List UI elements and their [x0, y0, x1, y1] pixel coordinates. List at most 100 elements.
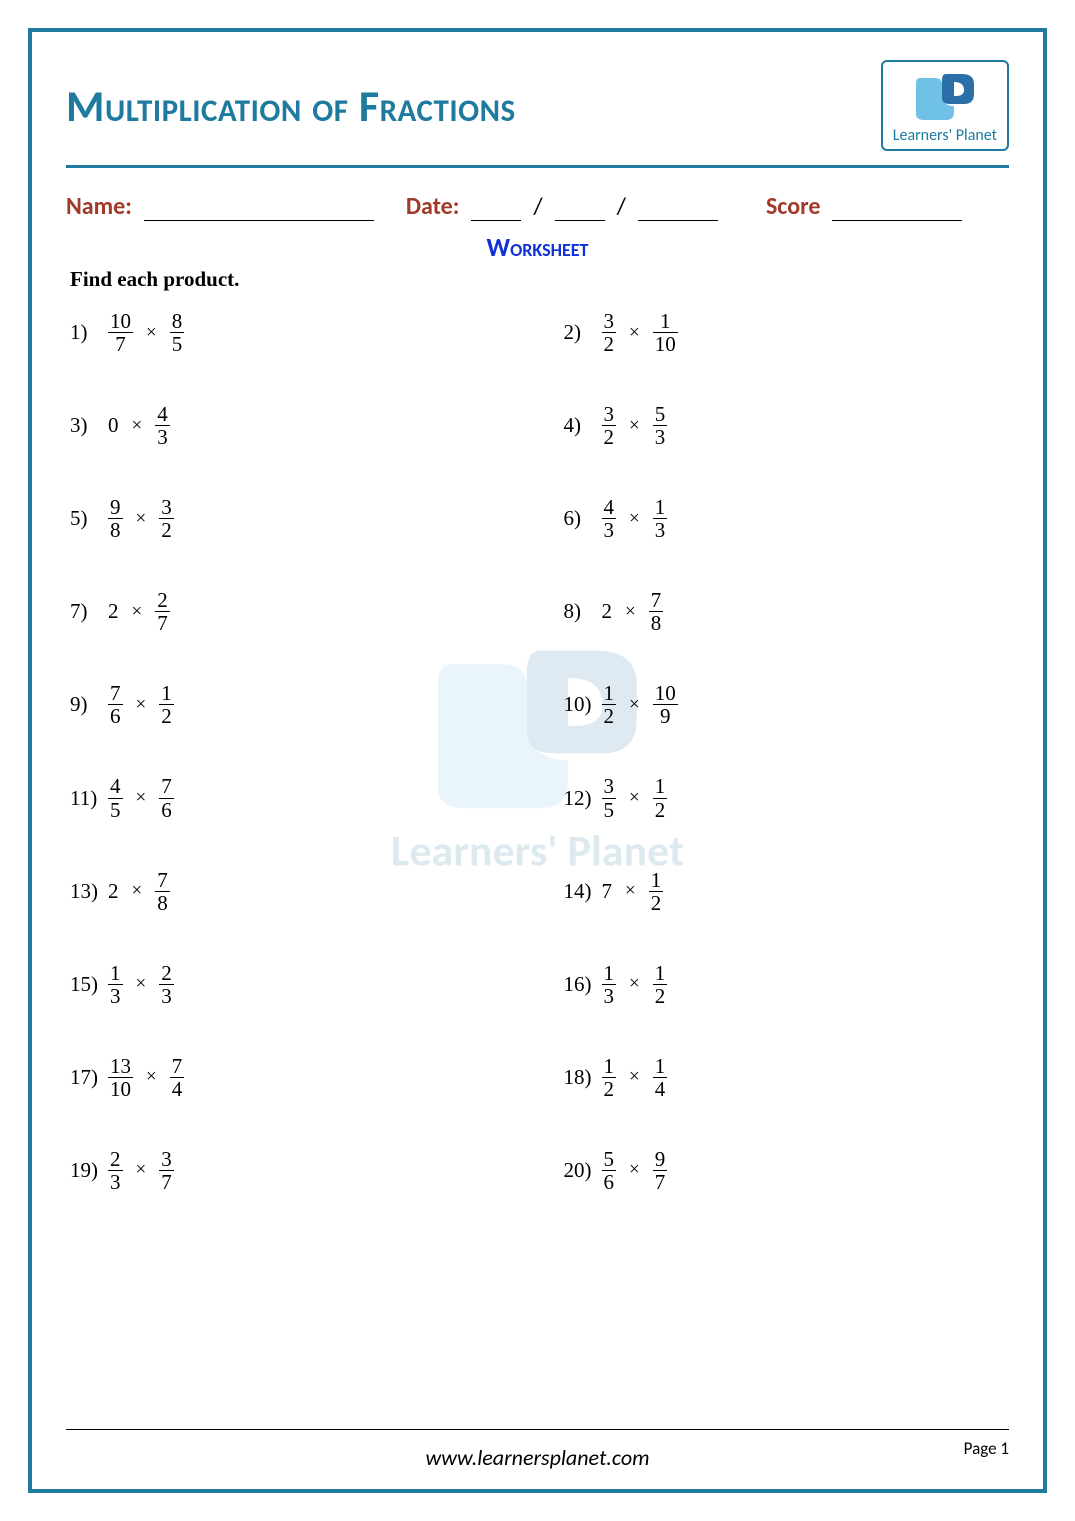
fraction: 2 3: [159, 962, 174, 1007]
date-blank-2: [555, 192, 605, 221]
denominator: 7: [159, 1171, 174, 1193]
instruction: Find each product.: [70, 267, 1009, 292]
whole-number: 2: [108, 879, 119, 904]
score-label: Score: [766, 192, 821, 221]
fraction: 1 2: [602, 1055, 617, 1100]
problem: 18) 1 2 × 1 4: [540, 1055, 1010, 1100]
problem-number: 20): [564, 1158, 592, 1183]
problem-number: 13): [70, 879, 98, 904]
problem: 15) 1 3 × 2 3: [70, 962, 540, 1007]
problem: 1) 10 7 × 8 5: [70, 310, 540, 355]
problem-number: 12): [564, 786, 592, 811]
problem-number: 10): [564, 692, 592, 717]
date-sep-1: /: [533, 192, 542, 221]
fraction: 7 8: [649, 589, 664, 634]
denominator: 9: [658, 705, 673, 727]
denominator: 3: [108, 985, 123, 1007]
numerator: 1: [602, 962, 617, 984]
problem: 9) 7 6 × 1 2: [70, 682, 540, 727]
numerator: 3: [159, 496, 174, 518]
denominator: 2: [602, 705, 617, 727]
fraction: 3 2: [602, 403, 617, 448]
times-symbol: ×: [129, 415, 146, 437]
numerator: 7: [159, 775, 174, 797]
problem-number: 18): [564, 1065, 592, 1090]
fraction: 1 3: [653, 496, 668, 541]
denominator: 7: [155, 612, 170, 634]
numerator: 4: [155, 403, 170, 425]
denominator: 8: [155, 892, 170, 914]
fraction: 1 2: [653, 962, 668, 1007]
times-symbol: ×: [622, 880, 639, 902]
numerator: 9: [653, 1148, 668, 1170]
times-symbol: ×: [133, 694, 150, 716]
whole-number: 2: [602, 599, 613, 624]
denominator: 6: [159, 799, 174, 821]
numerator: 4: [602, 496, 617, 518]
problem: 7)2× 2 7: [70, 589, 540, 634]
problem-number: 14): [564, 879, 592, 904]
problem: 8)2× 7 8: [540, 589, 1010, 634]
fraction: 4 3: [155, 403, 170, 448]
numerator: 1: [653, 1055, 668, 1077]
problem-number: 5): [70, 506, 98, 531]
fraction: 9 8: [108, 496, 123, 541]
denominator: 3: [602, 985, 617, 1007]
denominator: 4: [170, 1078, 185, 1100]
times-symbol: ×: [626, 415, 643, 437]
score-blank: [832, 192, 962, 221]
name-label: Name:: [66, 192, 132, 221]
numerator: 1: [159, 682, 174, 704]
fraction: 7 6: [159, 775, 174, 820]
numerator: 1: [108, 962, 123, 984]
problems-wrapper: Learners' Planet 1) 10 7 × 8 5 2) 3 2 × …: [66, 310, 1009, 1193]
fraction: 7 4: [170, 1055, 185, 1100]
denominator: 6: [108, 705, 123, 727]
times-symbol: ×: [626, 787, 643, 809]
whole-number: 2: [108, 599, 119, 624]
times-symbol: ×: [143, 1066, 160, 1088]
problem: 16) 1 3 × 1 2: [540, 962, 1010, 1007]
denominator: 5: [170, 333, 185, 355]
page-frame: Multiplication of Fractions Learners' Pl…: [28, 28, 1047, 1493]
numerator: 2: [108, 1148, 123, 1170]
header: Multiplication of Fractions Learners' Pl…: [66, 60, 1009, 168]
problem-number: 16): [564, 972, 592, 997]
fraction: 3 7: [159, 1148, 174, 1193]
footer: www.learnersplanet.com Page 1: [66, 1429, 1009, 1471]
numerator: 1: [653, 496, 668, 518]
denominator: 5: [602, 799, 617, 821]
date-sep-2: /: [617, 192, 626, 221]
times-symbol: ×: [626, 1159, 643, 1181]
denominator: 4: [653, 1078, 668, 1100]
denominator: 3: [653, 426, 668, 448]
problem-number: 1): [70, 320, 98, 345]
numerator: 13: [108, 1055, 133, 1077]
times-symbol: ×: [133, 787, 150, 809]
numerator: 7: [108, 682, 123, 704]
denominator: 2: [653, 799, 668, 821]
denominator: 10: [108, 1078, 133, 1100]
fraction: 1 3: [108, 962, 123, 1007]
problem: 12) 3 5 × 1 2: [540, 775, 1010, 820]
fraction: 8 5: [170, 310, 185, 355]
numerator: 1: [653, 962, 668, 984]
numerator: 9: [108, 496, 123, 518]
numerator: 1: [602, 1055, 617, 1077]
problem-number: 7): [70, 599, 98, 624]
problem: 19) 2 3 × 3 7: [70, 1148, 540, 1193]
denominator: 2: [602, 1078, 617, 1100]
logo-text: Learners' Planet: [893, 126, 997, 145]
denominator: 3: [653, 519, 668, 541]
problem-number: 3): [70, 413, 98, 438]
date-blank-3: [638, 192, 718, 221]
numerator: 10: [108, 310, 133, 332]
denominator: 2: [159, 519, 174, 541]
whole-number: 7: [602, 879, 613, 904]
denominator: 3: [602, 519, 617, 541]
denominator: 5: [108, 799, 123, 821]
times-symbol: ×: [626, 322, 643, 344]
problem-number: 17): [70, 1065, 98, 1090]
problems-grid: 1) 10 7 × 8 5 2) 3 2 × 1 10 3)0× 4 3 4) …: [66, 310, 1009, 1193]
numerator: 3: [159, 1148, 174, 1170]
